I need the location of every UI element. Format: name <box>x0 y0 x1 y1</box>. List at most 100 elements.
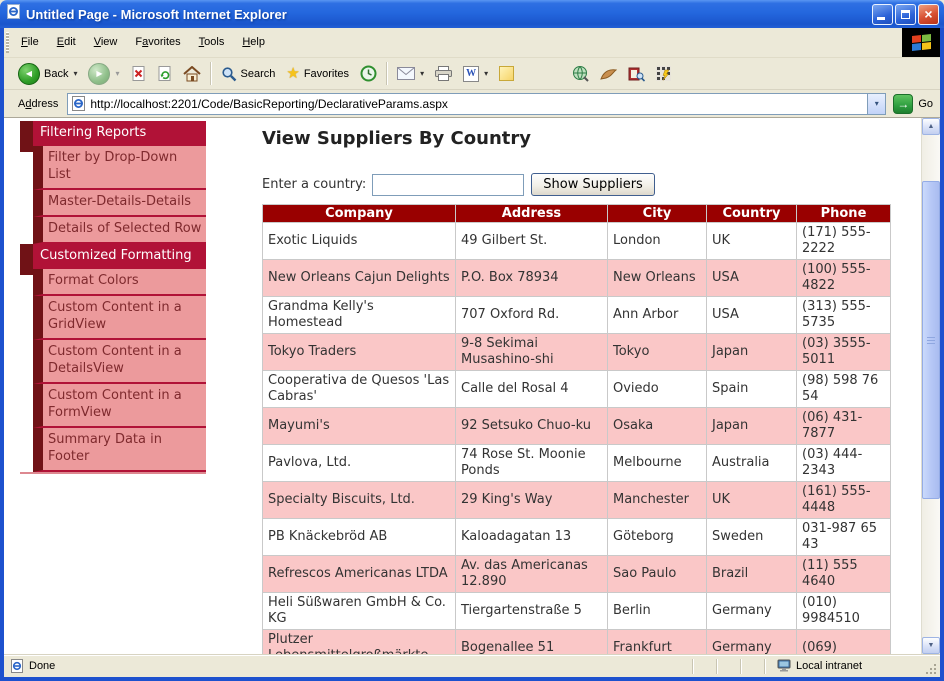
title-bar[interactable]: Untitled Page - Microsoft Internet Explo… <box>0 0 944 28</box>
sidebar-section-filtering-reports[interactable]: Filtering Reports <box>20 121 206 152</box>
table-row: Grandma Kelly's Homestead 707 Oxford Rd. A… <box>262 296 891 334</box>
go-label: Go <box>918 97 933 110</box>
encarta-button[interactable] <box>623 64 650 84</box>
status-text: Done <box>29 660 56 672</box>
history-icon <box>360 65 377 82</box>
country-label: Enter a country: <box>262 177 367 192</box>
menu-view[interactable]: View <box>93 36 118 48</box>
status-left-pane: Done <box>5 658 681 674</box>
table-row: Pavlova, Ltd. 74 Rose St. Moonie Ponds Mel… <box>262 444 891 482</box>
table-cell: Sweden <box>706 518 797 556</box>
menu-file[interactable]: File <box>21 36 39 48</box>
show-suppliers-button[interactable]: Show Suppliers <box>531 173 655 196</box>
sidebar-item-custom-content-in-a-gridview[interactable]: Custom Content in a GridView <box>33 296 206 340</box>
resize-grip[interactable] <box>925 663 939 677</box>
window-title: Untitled Page - Microsoft Internet Explo… <box>26 6 287 22</box>
book-search-icon <box>628 67 646 82</box>
page-title: View Suppliers By Country <box>262 128 531 149</box>
table-cell: Calle del Rosal 4 <box>455 370 608 408</box>
table-cell: Göteborg <box>607 518 707 556</box>
table-cell: Tokyo <box>607 333 707 371</box>
refresh-icon <box>158 66 170 81</box>
table-row: Specialty Biscuits, Ltd. 29 King's Way Man… <box>262 481 891 519</box>
search-icon <box>221 66 236 81</box>
table-cell: Exotic Liquids <box>262 222 456 260</box>
status-bar: Done Local intranet <box>4 654 940 677</box>
table-header-row: Company Address City Country Phone <box>262 204 891 223</box>
word-dropdown-icon: ▾ <box>484 69 489 78</box>
sidebar-item-summary-data-in-footer[interactable]: Summary Data in Footer <box>33 428 206 472</box>
print-icon <box>435 66 453 81</box>
search-button[interactable]: Search <box>216 64 281 84</box>
scroll-thumb-grip <box>927 337 935 344</box>
scroll-down-button[interactable]: ▼ <box>922 637 940 654</box>
scroll-up-button[interactable]: ▲ <box>922 118 940 135</box>
sidebar-item-custom-content-in-a-formview[interactable]: Custom Content in a FormView <box>33 384 206 428</box>
table-row: Refrescos Americanas LTDA Av. das America… <box>262 555 891 593</box>
minimize-button[interactable] <box>872 3 893 25</box>
discuss-button[interactable] <box>494 64 519 83</box>
messenger-grid-button[interactable] <box>651 64 676 83</box>
status-separator <box>692 658 694 674</box>
table-cell: New Orleans Cajun Delights <box>262 259 456 297</box>
menu-edit[interactable]: Edit <box>56 36 76 48</box>
table-cell: USA <box>706 259 797 297</box>
favorites-star-icon: ★ <box>286 65 300 82</box>
favorites-button[interactable]: ★ Favorites <box>281 64 354 83</box>
menubar-grip[interactable] <box>6 32 9 53</box>
menu-favorites[interactable]: Favorites <box>135 36 181 48</box>
status-zone-pane: Local intranet <box>777 659 925 673</box>
column-header-city: City <box>607 204 707 223</box>
content-area: Filtering Reports Filter by Drop-Down Lis… <box>4 118 940 654</box>
table-cell: Cooperativa de Quesos 'Las Cabras' <box>262 370 456 408</box>
forward-icon: ▶ <box>88 62 111 85</box>
back-button[interactable]: ◀ Back ▾ <box>13 61 82 87</box>
forward-button[interactable]: ▶ ▾ <box>83 61 124 87</box>
maximize-button[interactable] <box>895 3 916 25</box>
table-cell: Brazil <box>706 555 797 593</box>
table-cell: Mayumi's <box>262 407 456 445</box>
country-input[interactable] <box>372 173 525 196</box>
windows-logo-throbber <box>902 28 940 57</box>
sidebar-item-format-colors[interactable]: Format Colors <box>33 269 206 296</box>
windows-flag-icon <box>911 34 931 51</box>
back-icon: ◀ <box>18 62 40 85</box>
edit-with-word-button[interactable]: W ▾ <box>458 64 493 84</box>
close-button[interactable]: × <box>918 3 939 25</box>
scroll-thumb[interactable] <box>922 181 940 499</box>
messenger-button[interactable] <box>595 65 622 83</box>
address-input[interactable]: http://localhost:2201/Code/BasicReportin… <box>67 92 887 115</box>
sidebar-section-items: Filter by Drop-Down List Master-Details-D… <box>33 146 206 244</box>
minimize-icon <box>877 16 885 20</box>
mail-button[interactable]: ▾ <box>392 65 429 82</box>
column-header-phone: Phone <box>796 204 891 223</box>
history-button[interactable] <box>355 63 382 84</box>
main-content: View Suppliers By Country Enter a countr… <box>262 118 902 654</box>
table-cell: P.O. Box 78934 <box>455 259 608 297</box>
sidebar-section-customized-formatting[interactable]: Customized Formatting <box>20 244 206 275</box>
table-row: Heli Süßwaren GmbH & Co. KG Tiergartenstr… <box>262 592 891 630</box>
table-cell: Tiergartenstraße 5 <box>455 592 608 630</box>
window-frame: File Edit View Favorites Tools Help ◀ Back ▾ … <box>0 28 944 681</box>
menu-tools[interactable]: Tools <box>198 36 225 48</box>
home-button[interactable] <box>178 64 206 84</box>
address-url: http://localhost:2201/Code/BasicReportin… <box>90 96 448 111</box>
sidebar-item-details-of-selected-row[interactable]: Details of Selected Row <box>33 217 206 244</box>
table-cell: Pavlova, Ltd. <box>262 444 456 482</box>
stop-button[interactable] <box>126 64 151 83</box>
print-button[interactable] <box>430 64 457 83</box>
country-form: Enter a country: Show Suppliers <box>262 173 902 196</box>
table-cell: Osaka <box>607 407 707 445</box>
research-button[interactable] <box>567 63 594 84</box>
table-cell: Av. das Americanas 12.890 <box>455 555 608 593</box>
table-row: Plutzer LebensmittelgroßmärkteBogenallee… <box>262 629 891 654</box>
go-button[interactable]: → Go <box>890 93 936 114</box>
scroll-track[interactable] <box>922 135 940 637</box>
table-cell: (069) <box>796 629 891 654</box>
refresh-button[interactable] <box>152 64 177 83</box>
sidebar-item-custom-content-in-a-detailsview[interactable]: Custom Content in a DetailsView <box>33 340 206 384</box>
address-dropdown-button[interactable]: ▾ <box>867 93 886 114</box>
menu-help[interactable]: Help <box>242 36 265 48</box>
sidebar-item-filter-by-drop-down-list[interactable]: Filter by Drop-Down List <box>33 146 206 190</box>
sidebar-item-master-details-details[interactable]: Master-Details-Details <box>33 190 206 217</box>
